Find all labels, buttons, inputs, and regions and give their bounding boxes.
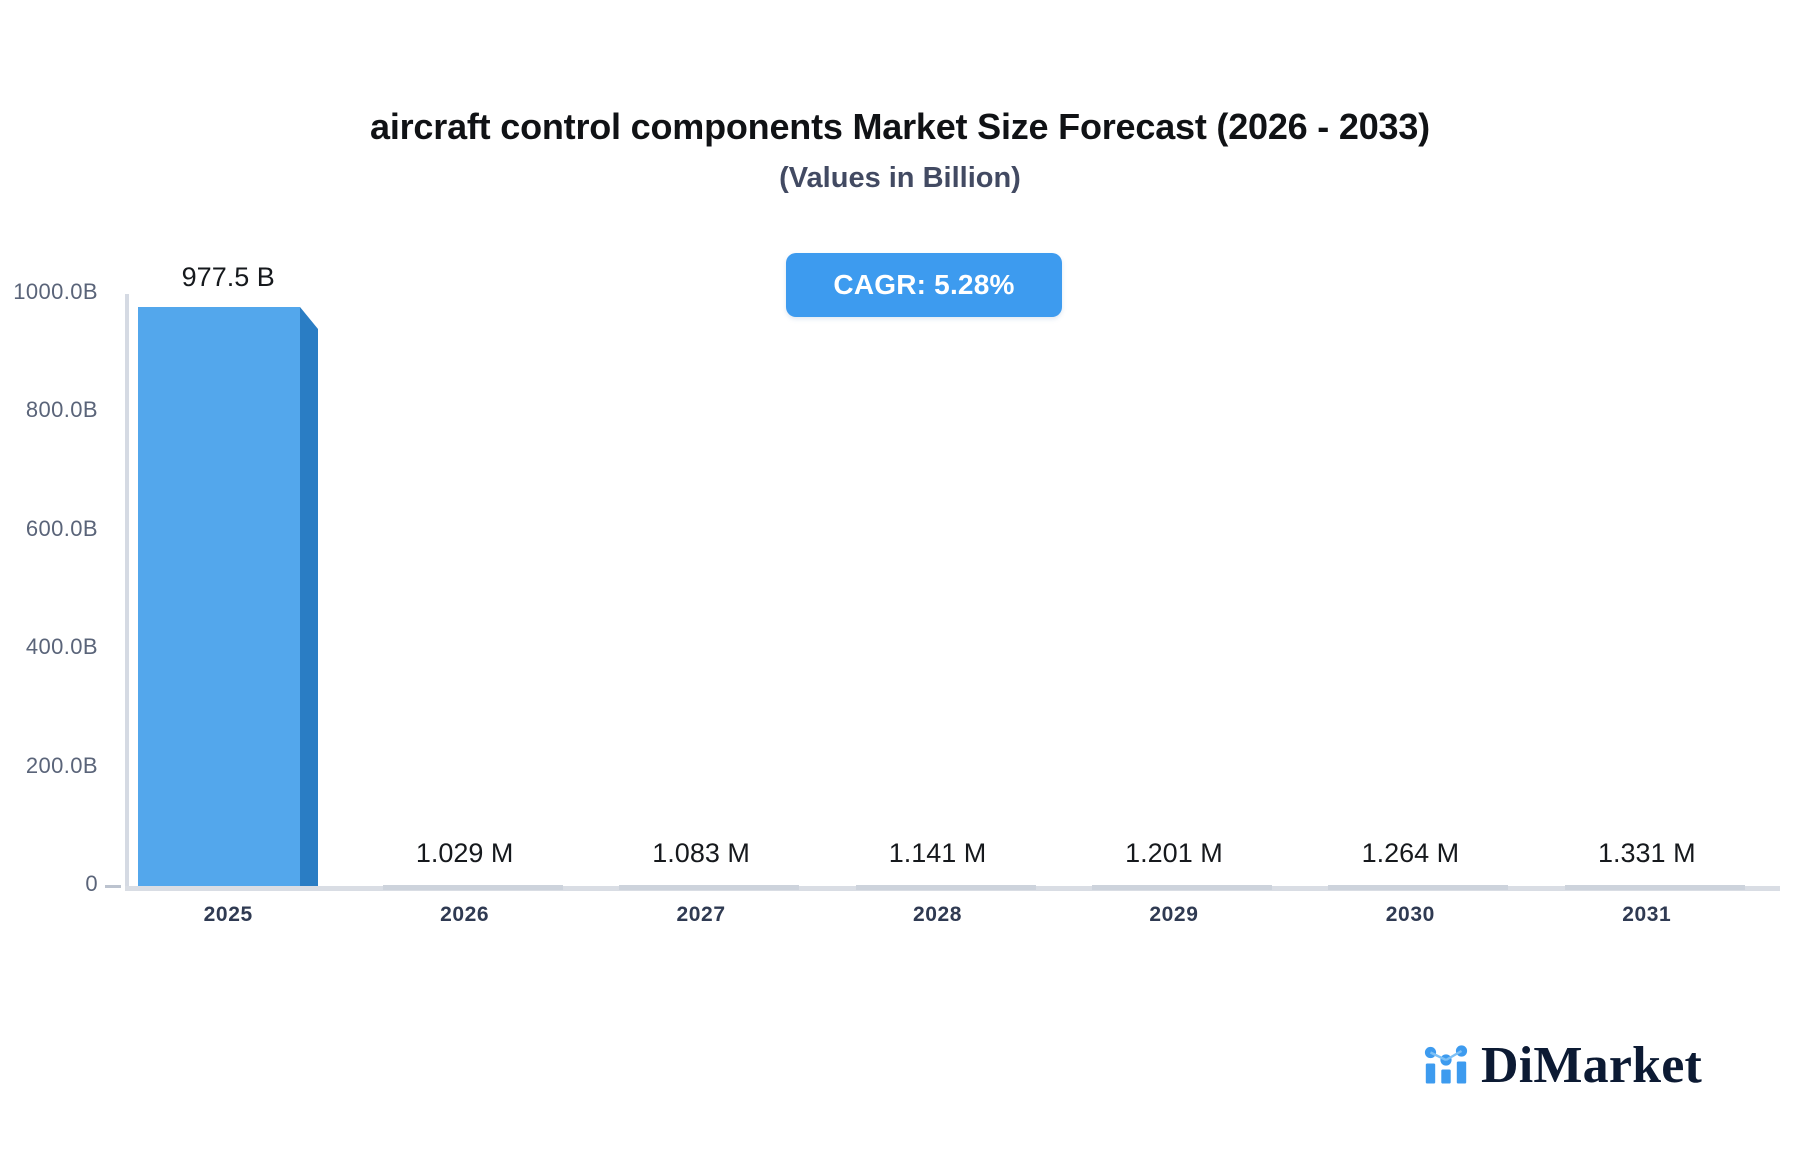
y-axis-tick-label: 600.0B bbox=[25, 515, 98, 541]
bar-side-face-2025 bbox=[300, 329, 319, 886]
y-axis-tick-label: 400.0B bbox=[25, 634, 98, 660]
brand-logo: DiMarket bbox=[1424, 1040, 1702, 1092]
y-axis-tick-label: 200.0B bbox=[25, 752, 98, 778]
bar-value-label-2031: 1.331 M bbox=[1598, 838, 1696, 868]
x-axis-label-2030: 2030 bbox=[1385, 903, 1435, 926]
cagr-badge: CAGR: 5.28% bbox=[786, 253, 1062, 317]
x-axis-label-2027: 2027 bbox=[676, 903, 726, 926]
y-axis-tick-label: 1000.0B bbox=[13, 279, 98, 304]
x-axis-label-2025: 2025 bbox=[203, 903, 253, 926]
y-axis-line bbox=[125, 294, 129, 888]
y-axis-tick-mark bbox=[105, 885, 121, 888]
bar-value-label-2027: 1.083 M bbox=[652, 838, 750, 868]
bar-baseline-2026 bbox=[382, 885, 563, 890]
bar-value-label-2030: 1.264 M bbox=[1361, 838, 1460, 868]
bar-baseline-2030 bbox=[1328, 885, 1509, 890]
brand-logo-text: DiMarket bbox=[1481, 1037, 1703, 1094]
chart-header: aircraft control components Market Size … bbox=[0, 0, 1800, 194]
bar-baseline-2027 bbox=[619, 885, 800, 890]
bar-value-label-2026: 1.029 M bbox=[415, 838, 514, 868]
bar-baseline-2031 bbox=[1564, 885, 1745, 890]
x-axis-label-2028: 2028 bbox=[912, 903, 963, 926]
bar-value-label-2025: 977.5 B bbox=[181, 262, 275, 293]
bar-2025 bbox=[138, 307, 301, 886]
bar-bevel-2025 bbox=[300, 307, 319, 330]
page-title: aircraft control components Market Size … bbox=[370, 106, 1430, 147]
bar-baseline-2029 bbox=[1091, 885, 1272, 890]
bar-value-label-2029: 1.201 M bbox=[1125, 838, 1223, 868]
bar-value-label-2028: 1.141 M bbox=[888, 838, 987, 868]
x-axis-label-2031: 2031 bbox=[1622, 903, 1672, 926]
y-axis-tick-label: 0 bbox=[85, 871, 98, 896]
x-axis-label-2026: 2026 bbox=[440, 903, 490, 926]
bar-chart-dots-icon bbox=[1424, 1043, 1468, 1090]
chart-subtitle: (Values in Billion) bbox=[779, 161, 1021, 194]
x-axis-label-2029: 2029 bbox=[1149, 903, 1199, 926]
y-axis-tick-label: 800.0B bbox=[25, 397, 98, 423]
bar-baseline-2028 bbox=[855, 885, 1036, 890]
